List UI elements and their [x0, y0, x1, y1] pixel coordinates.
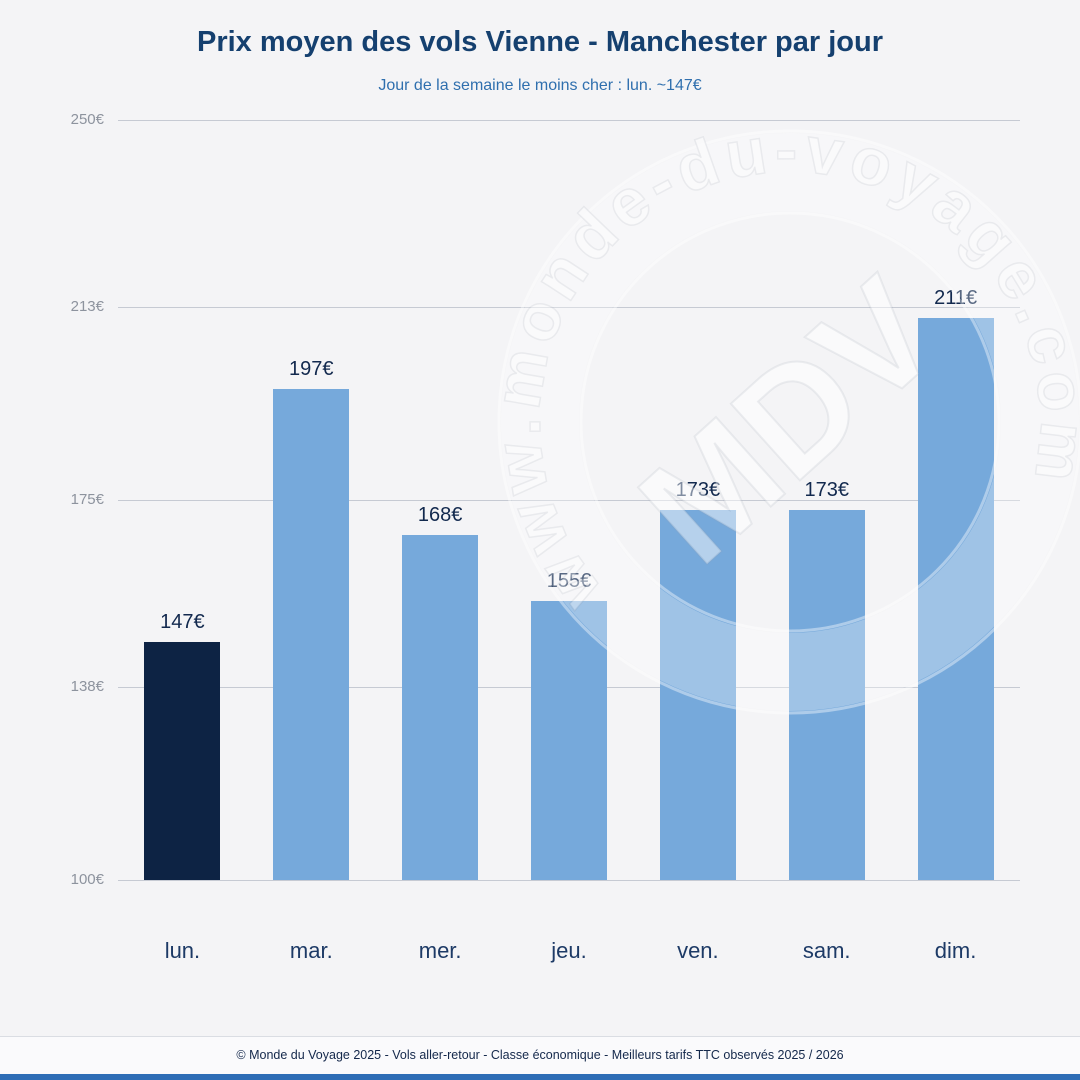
plot-area: 250€ 213€ 175€ 138€ 100€ 147€ 197€ 168€ 155€ 173…	[71, 111, 1020, 888]
bar-value-label: 155€	[546, 570, 592, 593]
footer-text: © Monde du Voyage 2025 - Vols aller-reto…	[236, 1048, 844, 1062]
bar-column-lun: 147€	[118, 120, 247, 880]
bar-value-label: 168€	[417, 504, 463, 527]
bar-jeu[interactable]	[531, 601, 607, 880]
bar-column-mar: 197€	[247, 120, 376, 880]
bar-column-sam: 173€	[762, 120, 891, 880]
chart-title: Prix moyen des vols Vienne - Manchester …	[196, 26, 884, 58]
x-axis-label-sam: sam.	[802, 938, 851, 963]
y-axis-label: 100€	[70, 871, 104, 888]
x-axis-label-lun: lun.	[164, 938, 201, 963]
bars-layer: 147€ 197€ 168€ 155€ 173€ 173€ 211€	[118, 120, 1020, 880]
gridline	[118, 500, 1020, 501]
gridline	[118, 120, 1020, 121]
bar-value-label: 147€	[160, 610, 205, 633]
x-axis-label-dim: dim.	[934, 938, 977, 963]
bar-ven[interactable]	[659, 510, 736, 880]
x-axis-label-jeu: jeu.	[551, 938, 587, 963]
bar-column-ven: 173€	[633, 120, 762, 880]
bar-lun[interactable]	[144, 641, 221, 880]
bar-column-dim: 211€	[891, 120, 1020, 880]
bar-mar[interactable]	[273, 388, 350, 880]
bar-dim[interactable]	[917, 317, 994, 880]
y-axis-label: 175€	[70, 491, 104, 508]
bar-column-jeu: 155€	[505, 120, 634, 880]
gridline	[118, 880, 1020, 881]
x-axis: lun. mar. mer. jeu. ven. sam. dim.	[118, 938, 1020, 964]
bar-sam[interactable]	[788, 510, 865, 880]
bar-value-label: 197€	[289, 357, 334, 380]
gridline	[118, 307, 1020, 309]
bar-column-mer: 168€	[376, 120, 505, 880]
x-axis-label-ven: ven.	[677, 938, 719, 963]
footer: © Monde du Voyage 2025 - Vols aller-reto…	[0, 1036, 1080, 1080]
x-axis-label-mer: mer.	[418, 938, 462, 963]
y-axis-label: 250€	[70, 111, 104, 128]
chart-subtitle: Jour de la semaine le moins cher : lun. …	[378, 77, 702, 94]
bar-value-label: 211€	[934, 286, 978, 309]
y-axis-label: 138€	[70, 678, 104, 696]
footer-accent-bar	[0, 1074, 1080, 1080]
x-axis-label-mar: mar.	[289, 938, 333, 963]
bar-value-label: 173€	[804, 479, 849, 502]
bar-mer[interactable]	[402, 535, 479, 880]
y-axis-label: 213€	[70, 298, 104, 316]
bar-value-label: 173€	[675, 479, 721, 502]
